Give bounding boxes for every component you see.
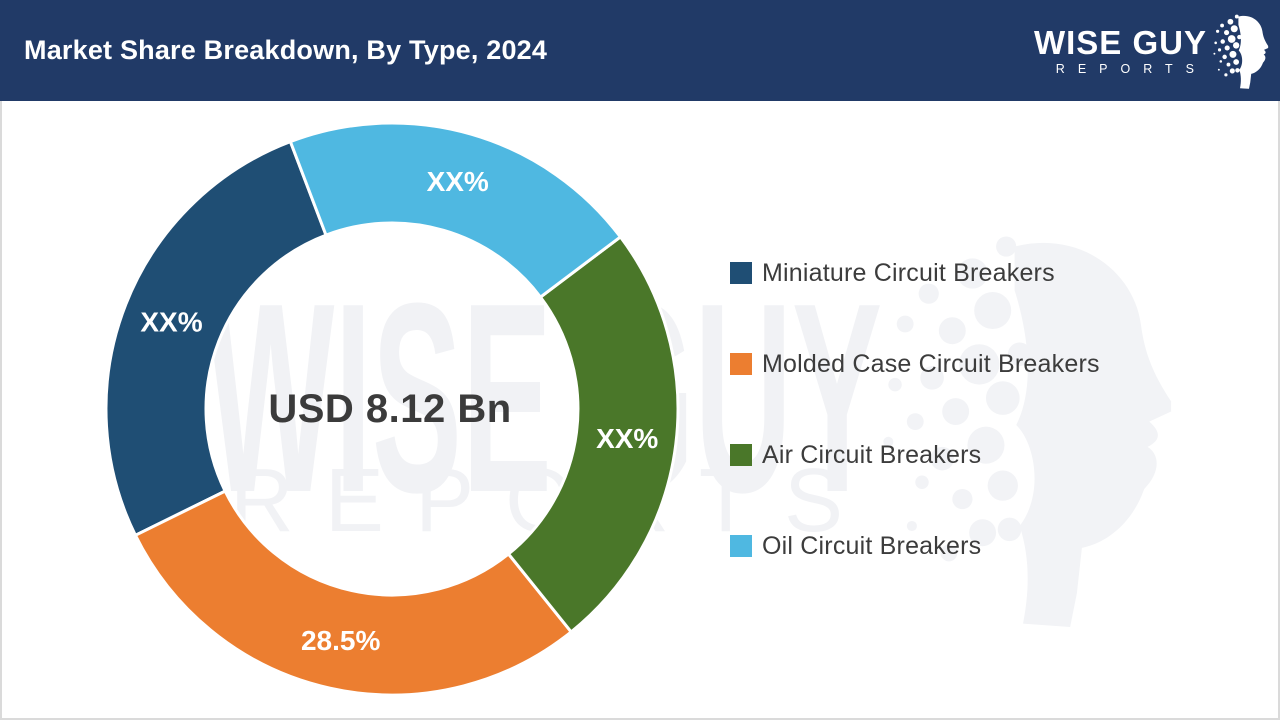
donut-segment-label: XX% (427, 166, 489, 197)
legend-swatch (730, 353, 752, 375)
donut-segment-label: 28.5% (301, 625, 380, 656)
page-title: Market Share Breakdown, By Type, 2024 (24, 35, 548, 65)
legend-item-3: Oil Circuit Breakers (730, 531, 1100, 560)
donut-center-value: USD 8.12 Bn (268, 387, 511, 431)
donut-segment-1 (506, 234, 680, 635)
wise-guy-logo: WISE GUY REPORTS (1034, 11, 1272, 90)
legend: Miniature Circuit Breakers Molded Case Ci… (730, 258, 1100, 560)
legend-swatch (730, 535, 752, 557)
donut-segment-label: XX% (140, 307, 202, 338)
legend-label: Oil Circuit Breakers (762, 531, 982, 560)
donut-segment-3 (104, 139, 328, 538)
legend-label: Molded Case Circuit Breakers (762, 349, 1100, 378)
donut-segment-label: XX% (596, 423, 658, 454)
legend-swatch (730, 444, 752, 466)
legend-item-0: Miniature Circuit Breakers (730, 258, 1100, 287)
legend-label: Miniature Circuit Breakers (762, 258, 1055, 287)
donut-segment-0 (288, 121, 623, 300)
chart-area: WISE GUY REPORTS USD 8.12 Bn XX%XX%28.5%… (0, 101, 1280, 720)
donut-chart: USD 8.12 Bn XX% XX% 28.5% XX% (104, 121, 680, 697)
logo-wordmark: WISE GUY (1033, 23, 1207, 61)
legend-swatch (730, 262, 752, 284)
legend-item-2: Air Circuit Breakers (730, 440, 1100, 469)
logo-text: WISE GUY REPORTS (1034, 26, 1207, 76)
legend-label: Air Circuit Breakers (762, 440, 982, 469)
legend-item-1: Molded Case Circuit Breakers (730, 349, 1100, 378)
header-bar: Market Share Breakdown, By Type, 2024 WI… (0, 0, 1280, 101)
head-logo-icon (1208, 11, 1272, 90)
donut-segment-2 (133, 489, 574, 697)
logo-subtitle: REPORTS (1055, 61, 1207, 76)
